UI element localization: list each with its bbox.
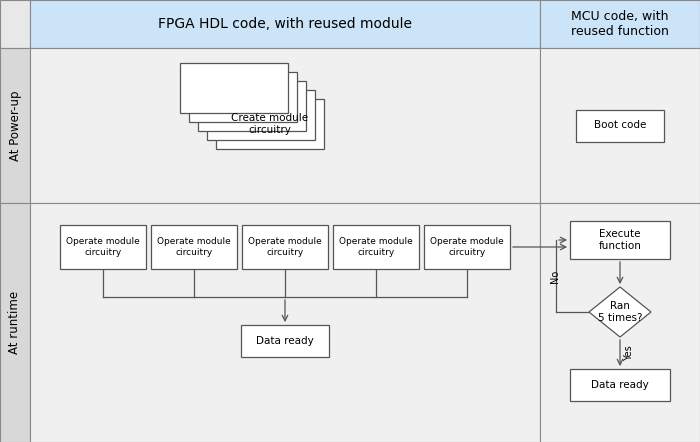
Bar — [0, 48, 30, 203]
Bar — [216, 99, 324, 149]
Bar — [180, 63, 288, 113]
Bar — [198, 81, 306, 131]
Bar — [242, 225, 328, 269]
Bar — [540, 0, 700, 48]
Bar — [60, 225, 146, 269]
Bar — [540, 48, 700, 203]
Bar — [540, 203, 700, 442]
Bar — [570, 221, 670, 259]
Bar — [570, 369, 670, 401]
Bar — [0, 203, 30, 442]
Bar — [241, 325, 329, 357]
Text: Operate module
circuitry: Operate module circuitry — [430, 237, 504, 257]
Text: Create module
circuitry: Create module circuitry — [232, 113, 309, 135]
Text: At Power-up: At Power-up — [8, 90, 22, 161]
Bar — [189, 72, 297, 122]
Text: Data ready: Data ready — [256, 336, 314, 346]
Text: Operate module
circuitry: Operate module circuitry — [66, 237, 140, 257]
Text: Operate module
circuitry: Operate module circuitry — [157, 237, 231, 257]
Text: Data ready: Data ready — [591, 380, 649, 390]
Text: No: No — [550, 269, 560, 282]
Bar — [30, 48, 540, 203]
Bar — [333, 225, 419, 269]
Text: FPGA HDL code, with reused module: FPGA HDL code, with reused module — [158, 17, 412, 31]
Bar — [424, 225, 510, 269]
Text: Boot code: Boot code — [594, 121, 646, 130]
Text: Yes: Yes — [624, 345, 634, 361]
Text: Execute
function: Execute function — [598, 229, 641, 251]
Polygon shape — [589, 287, 651, 337]
Text: At runtime: At runtime — [8, 291, 22, 354]
Bar — [207, 90, 315, 140]
Bar — [576, 110, 664, 141]
Bar — [30, 0, 540, 48]
Text: Operate module
circuitry: Operate module circuitry — [248, 237, 322, 257]
Text: Operate module
circuitry: Operate module circuitry — [339, 237, 413, 257]
Bar — [151, 225, 237, 269]
Text: MCU code, with
reused function: MCU code, with reused function — [571, 10, 669, 38]
Text: Ran
5 times?: Ran 5 times? — [598, 301, 643, 323]
Bar — [30, 203, 540, 442]
Bar — [0, 0, 30, 48]
